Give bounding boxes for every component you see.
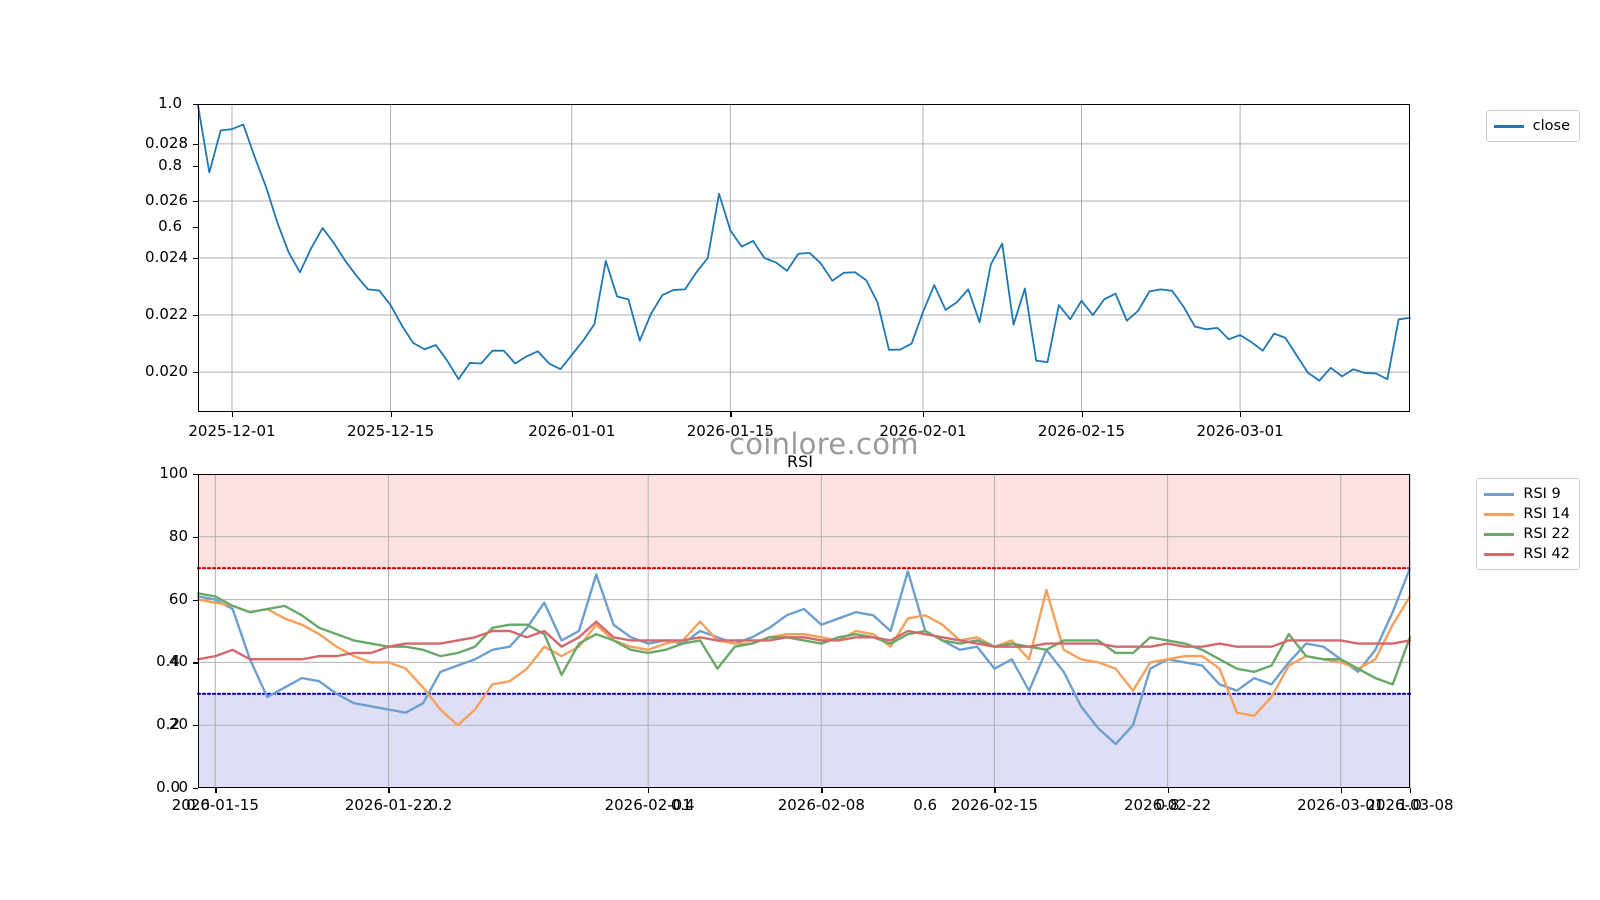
rsi-xtick-label: 2026-02-15 bbox=[950, 796, 1039, 814]
rsi-x-tickmark bbox=[994, 788, 996, 793]
rsi-ytick-label: 40 bbox=[168, 652, 188, 671]
price-y-tickmark bbox=[193, 372, 198, 374]
rsi-xtick-label: 2026-02-08 bbox=[777, 796, 865, 814]
legend-entry-rsi-22[interactable]: RSI 22 bbox=[1484, 524, 1570, 544]
price-xtick-label: 2026-03-01 bbox=[1196, 422, 1284, 440]
watermark-coinlore: coinlore.com bbox=[729, 427, 919, 461]
rsi-x-tickmark bbox=[215, 788, 217, 793]
rsi-overlay-xtick-label: 0.6 bbox=[913, 796, 938, 814]
rsi-x-tickmark bbox=[648, 788, 650, 793]
rsi-overlay-xtick-label: 0.0 bbox=[186, 796, 210, 814]
rsi-subplot-title: RSI bbox=[787, 452, 813, 471]
rsi-xtick-label: 2026-02-01 bbox=[604, 796, 692, 814]
price-xtick-label: 2026-01-01 bbox=[528, 422, 616, 440]
price-x-tickmark bbox=[730, 412, 732, 417]
price-overlay-y-tickmark bbox=[193, 165, 198, 167]
rsi-overlay-xtick-label: 0.8 bbox=[1155, 796, 1180, 814]
legend-label-rsi-9: RSI 9 bbox=[1523, 485, 1561, 502]
rsi-x-tickmark bbox=[388, 788, 390, 793]
price-x-tickmark bbox=[231, 412, 234, 417]
price-overlay-y-tickmark bbox=[193, 104, 198, 106]
legend-swatch-close bbox=[1493, 124, 1524, 128]
rsi-x-tickmark bbox=[1410, 788, 1412, 793]
rsi-ytick-label: 60 bbox=[168, 589, 188, 608]
legend-label-rsi-42: RSI 42 bbox=[1523, 545, 1570, 562]
rsi-chart-legend[interactable]: RSI 9 RSI 14 RSI 22 RSI 42 bbox=[1476, 478, 1580, 570]
rsi-ytick-label: 0 bbox=[178, 778, 188, 796]
price-chart-legend[interactable]: close bbox=[1485, 110, 1580, 142]
rsi-xtick-label: 2026-02-22 bbox=[1124, 796, 1212, 814]
oversold-band bbox=[198, 693, 1410, 788]
price-y-tickmark bbox=[193, 200, 198, 203]
price-y-tickmark bbox=[193, 258, 198, 260]
price-x-tickmark bbox=[922, 412, 925, 417]
price-overlay-ytick-label: 0.8 bbox=[158, 155, 182, 174]
price-xtick-label: 2026-01-15 bbox=[686, 422, 774, 440]
legend-swatch-rsi-42 bbox=[1484, 552, 1515, 556]
price-xtick-label: 2026-02-15 bbox=[1037, 422, 1126, 440]
rsi-x-tickmark bbox=[821, 788, 823, 793]
legend-swatch-rsi-14 bbox=[1484, 512, 1515, 516]
rsi-overlay-ytick-label: 0.2 bbox=[156, 715, 180, 734]
legend-swatch-rsi-9 bbox=[1484, 492, 1515, 496]
rsi-overlay-xtick-label: 1.0 bbox=[1398, 796, 1422, 814]
rsi-xtick-label: 2026-01-15 bbox=[171, 796, 259, 814]
rsi-overlay-ytick-label: 0.4 bbox=[156, 652, 180, 671]
rsi-xtick-label: 2026-03-08 bbox=[1366, 796, 1454, 814]
legend-label-rsi-14: RSI 14 bbox=[1523, 505, 1570, 522]
price-y-tickmark bbox=[193, 143, 198, 146]
legend-swatch-rsi-22 bbox=[1484, 532, 1515, 536]
price-xtick-label: 2026-02-01 bbox=[879, 422, 967, 440]
rsi-14-line bbox=[196, 588, 1412, 727]
rsi-y-tickmark bbox=[193, 788, 198, 790]
rsi-xtick-label: 2026-01-22 bbox=[344, 796, 433, 814]
rsi-y-tickmark bbox=[193, 536, 198, 538]
rsi-9-line bbox=[196, 567, 1412, 746]
price-overlay-y-tickmark bbox=[193, 227, 198, 229]
legend-entry-rsi-9[interactable]: RSI 9 bbox=[1484, 484, 1570, 504]
price-overlay-ytick-label: 0.6 bbox=[158, 217, 182, 236]
rsi-y-tickmark bbox=[193, 599, 198, 601]
price-x-tickmark bbox=[390, 412, 392, 417]
rsi-overlay-ytick-label: 0.0 bbox=[156, 778, 180, 796]
price-x-tickmark bbox=[1081, 412, 1083, 417]
price-ytick-label: 0.022 bbox=[145, 305, 188, 324]
rsi-axes-frame bbox=[198, 474, 1410, 788]
legend-entry-close[interactable]: close bbox=[1493, 116, 1570, 136]
price-ytick-label: 0.020 bbox=[145, 362, 188, 381]
price-overlay-ytick-label: 1.0 bbox=[158, 94, 182, 112]
price-ytick-label: 0.028 bbox=[145, 133, 188, 152]
price-xtick-label: 2025-12-15 bbox=[346, 422, 435, 440]
rsi-y-tickmark bbox=[193, 474, 198, 476]
rsi-x-tickmark bbox=[1167, 788, 1169, 793]
price-ytick-label: 0.024 bbox=[145, 248, 188, 266]
rsi-22-line bbox=[196, 592, 1412, 686]
price-ytick-label: 0.026 bbox=[145, 190, 188, 209]
rsi-ytick-label: 80 bbox=[168, 526, 188, 545]
price-xtick-label: 2025-12-01 bbox=[188, 422, 276, 440]
rsi-x-tickmark bbox=[1340, 788, 1342, 793]
price-axes-frame bbox=[198, 104, 1410, 412]
legend-entry-rsi-14[interactable]: RSI 14 bbox=[1484, 504, 1570, 524]
rsi-y-tickmark bbox=[193, 725, 198, 727]
price-y-tickmark bbox=[193, 315, 198, 317]
rsi-ytick-label: 100 bbox=[159, 464, 188, 482]
rsi-overlay-xtick-label: 0.4 bbox=[670, 796, 695, 814]
price-x-tickmark bbox=[1240, 412, 1242, 417]
rsi-ytick-label: 20 bbox=[168, 715, 188, 734]
legend-label-rsi-22: RSI 22 bbox=[1523, 525, 1570, 542]
rsi-y-tickmark bbox=[193, 662, 198, 664]
price-x-tickmark bbox=[571, 412, 573, 417]
rsi-xtick-label: 2026-03-01 bbox=[1297, 796, 1385, 814]
legend-label-close: close bbox=[1532, 117, 1570, 134]
overbought-band bbox=[198, 474, 1410, 569]
rsi-42-line bbox=[196, 620, 1412, 661]
legend-entry-rsi-42[interactable]: RSI 42 bbox=[1484, 544, 1570, 564]
close-price-line bbox=[197, 104, 1411, 382]
rsi-overlay-xtick-label: 0.2 bbox=[428, 796, 453, 814]
